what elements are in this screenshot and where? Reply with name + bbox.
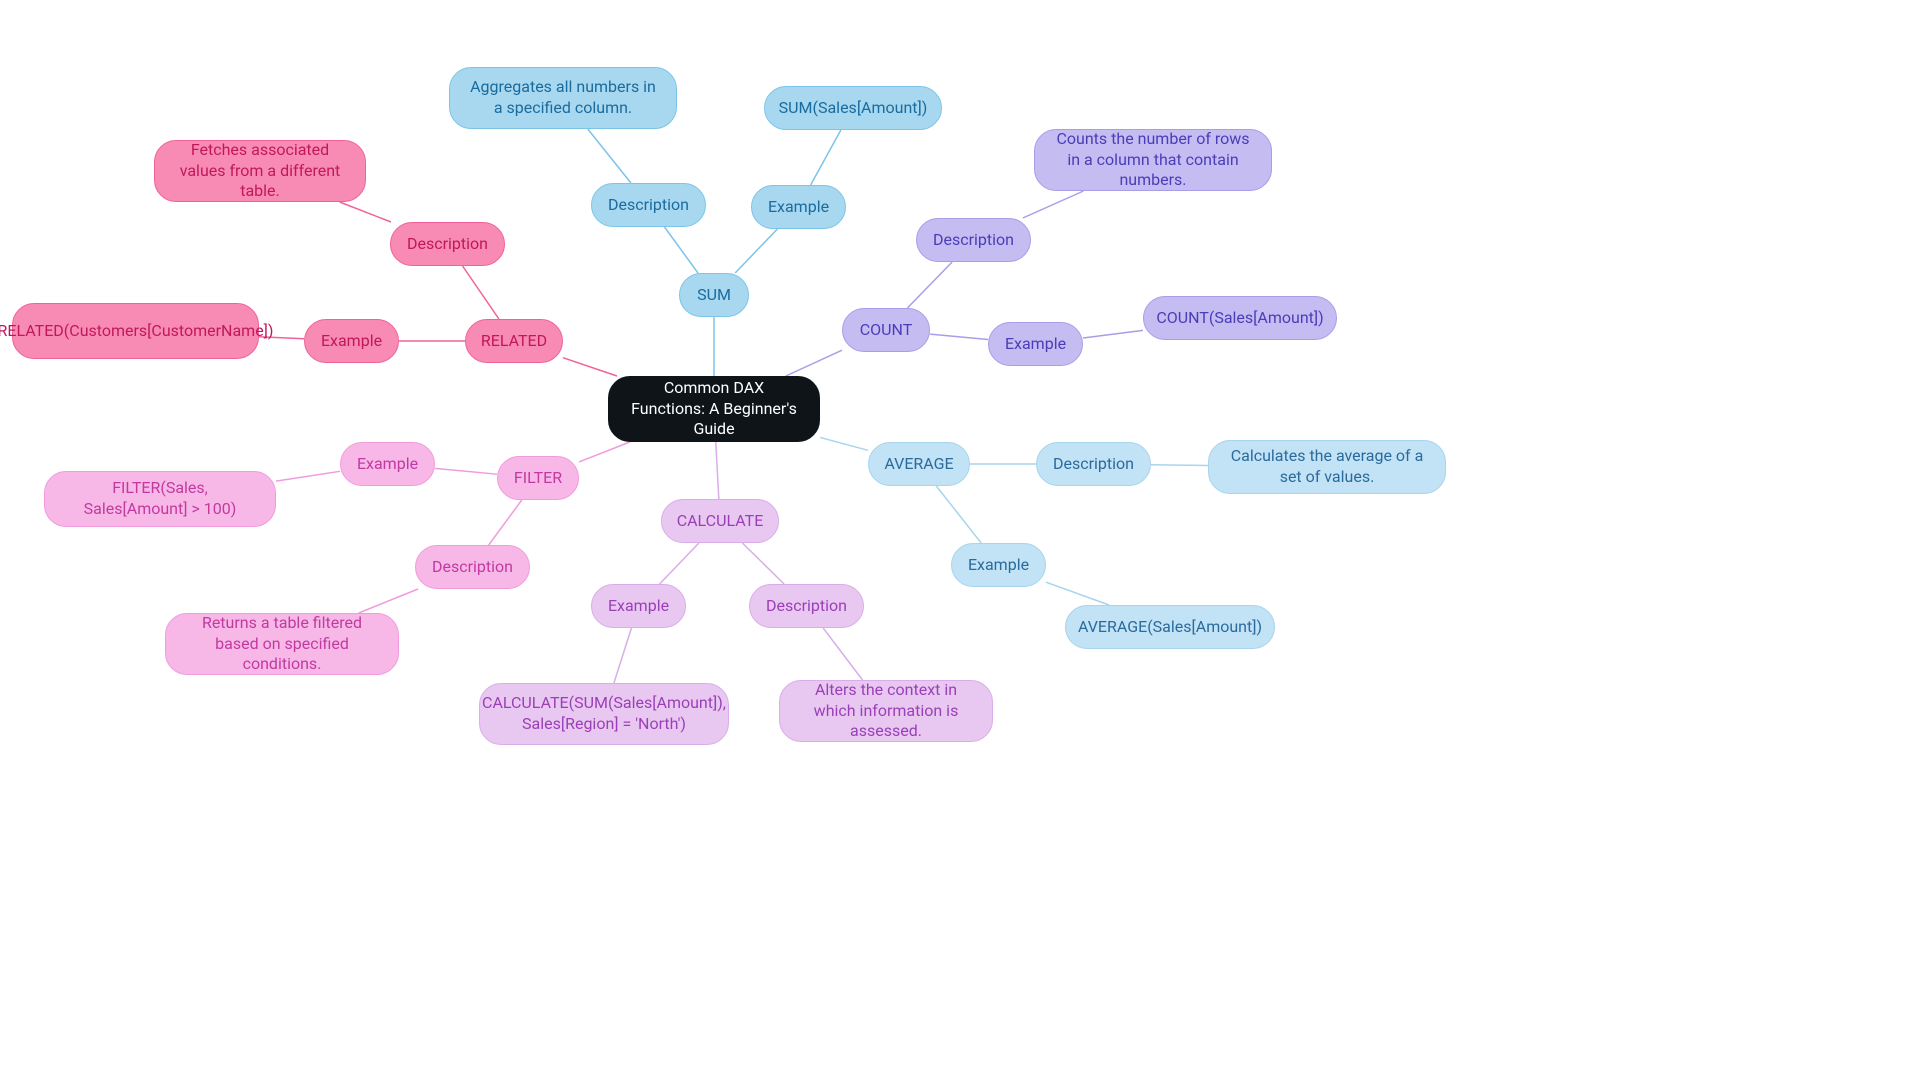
edge-root-count (786, 350, 842, 376)
edge-calc-calc_ex (660, 543, 699, 584)
node-calc_desc_text: Alters the context in which information … (779, 680, 993, 742)
edge-count_desc-count_desc_text (1023, 191, 1084, 218)
edge-root-calc (716, 442, 719, 499)
edge-calc_ex-calc_ex_text (614, 628, 632, 683)
node-sum_ex: Example (751, 185, 846, 229)
edge-avg_ex-avg_ex_text (1046, 582, 1109, 605)
node-filter_desc: Description (415, 545, 530, 589)
node-filter_ex: Example (340, 442, 435, 486)
node-filter_ex_text: FILTER(Sales, Sales[Amount] > 100) (44, 471, 276, 527)
node-count: COUNT (842, 308, 930, 352)
edge-avg_desc-avg_desc_text (1151, 465, 1208, 466)
node-count_desc: Description (916, 218, 1031, 262)
node-calc_desc: Description (749, 584, 864, 628)
node-count_ex_text: COUNT(Sales[Amount]) (1143, 296, 1337, 340)
edge-root-filter (579, 442, 630, 462)
edge-related-related_desc (463, 266, 499, 319)
node-related_ex: Example (304, 319, 399, 363)
node-related: RELATED (465, 319, 563, 363)
edge-filter_desc-filter_desc_text (359, 589, 418, 613)
node-filter: FILTER (497, 456, 579, 500)
edge-avg-avg_ex (936, 486, 981, 543)
edge-filter_ex-filter_ex_text (276, 471, 340, 481)
node-avg_ex: Example (951, 543, 1046, 587)
edge-calc-calc_desc (742, 543, 784, 584)
node-calc_ex: Example (591, 584, 686, 628)
node-calc: CALCULATE (661, 499, 779, 543)
edge-sum_desc-sum_desc_text (588, 129, 631, 183)
node-calc_ex_text: CALCULATE(SUM(Sales[Amount]), Sales[Regi… (479, 683, 729, 745)
node-filter_desc_text: Returns a table filtered based on specif… (165, 613, 399, 675)
node-related_desc_text: Fetches associated values from a differe… (154, 140, 366, 202)
edge-count_ex-count_ex_text (1083, 330, 1143, 338)
edge-root-avg (820, 437, 868, 450)
node-sum: SUM (679, 273, 749, 317)
edge-sum-sum_desc (665, 227, 698, 273)
edge-calc_desc-calc_desc_text (823, 628, 862, 680)
node-sum_desc: Description (591, 183, 706, 227)
edge-sum_ex-sum_ex_text (811, 130, 841, 185)
node-avg_desc: Description (1036, 442, 1151, 486)
node-avg: AVERAGE (868, 442, 970, 486)
edge-filter-filter_ex (435, 468, 497, 474)
node-related_ex_text: RELATED(Customers[CustomerName]) (12, 303, 259, 359)
node-count_ex: Example (988, 322, 1083, 366)
edge-count-count_desc (907, 262, 952, 308)
node-avg_ex_text: AVERAGE(Sales[Amount]) (1065, 605, 1275, 649)
edge-related_desc-related_desc_text (340, 202, 391, 222)
edge-sum-sum_ex (735, 229, 777, 273)
edge-root-related (563, 358, 617, 376)
edge-filter-filter_desc (489, 500, 522, 545)
node-related_desc: Description (390, 222, 505, 266)
edge-count-count_ex (930, 334, 988, 339)
node-count_desc_text: Counts the number of rows in a column th… (1034, 129, 1272, 191)
node-avg_desc_text: Calculates the average of a set of value… (1208, 440, 1446, 494)
node-sum_desc_text: Aggregates all numbers in a specified co… (449, 67, 677, 129)
node-root: Common DAX Functions: A Beginner's Guide (608, 376, 820, 442)
node-sum_ex_text: SUM(Sales[Amount]) (764, 86, 942, 130)
